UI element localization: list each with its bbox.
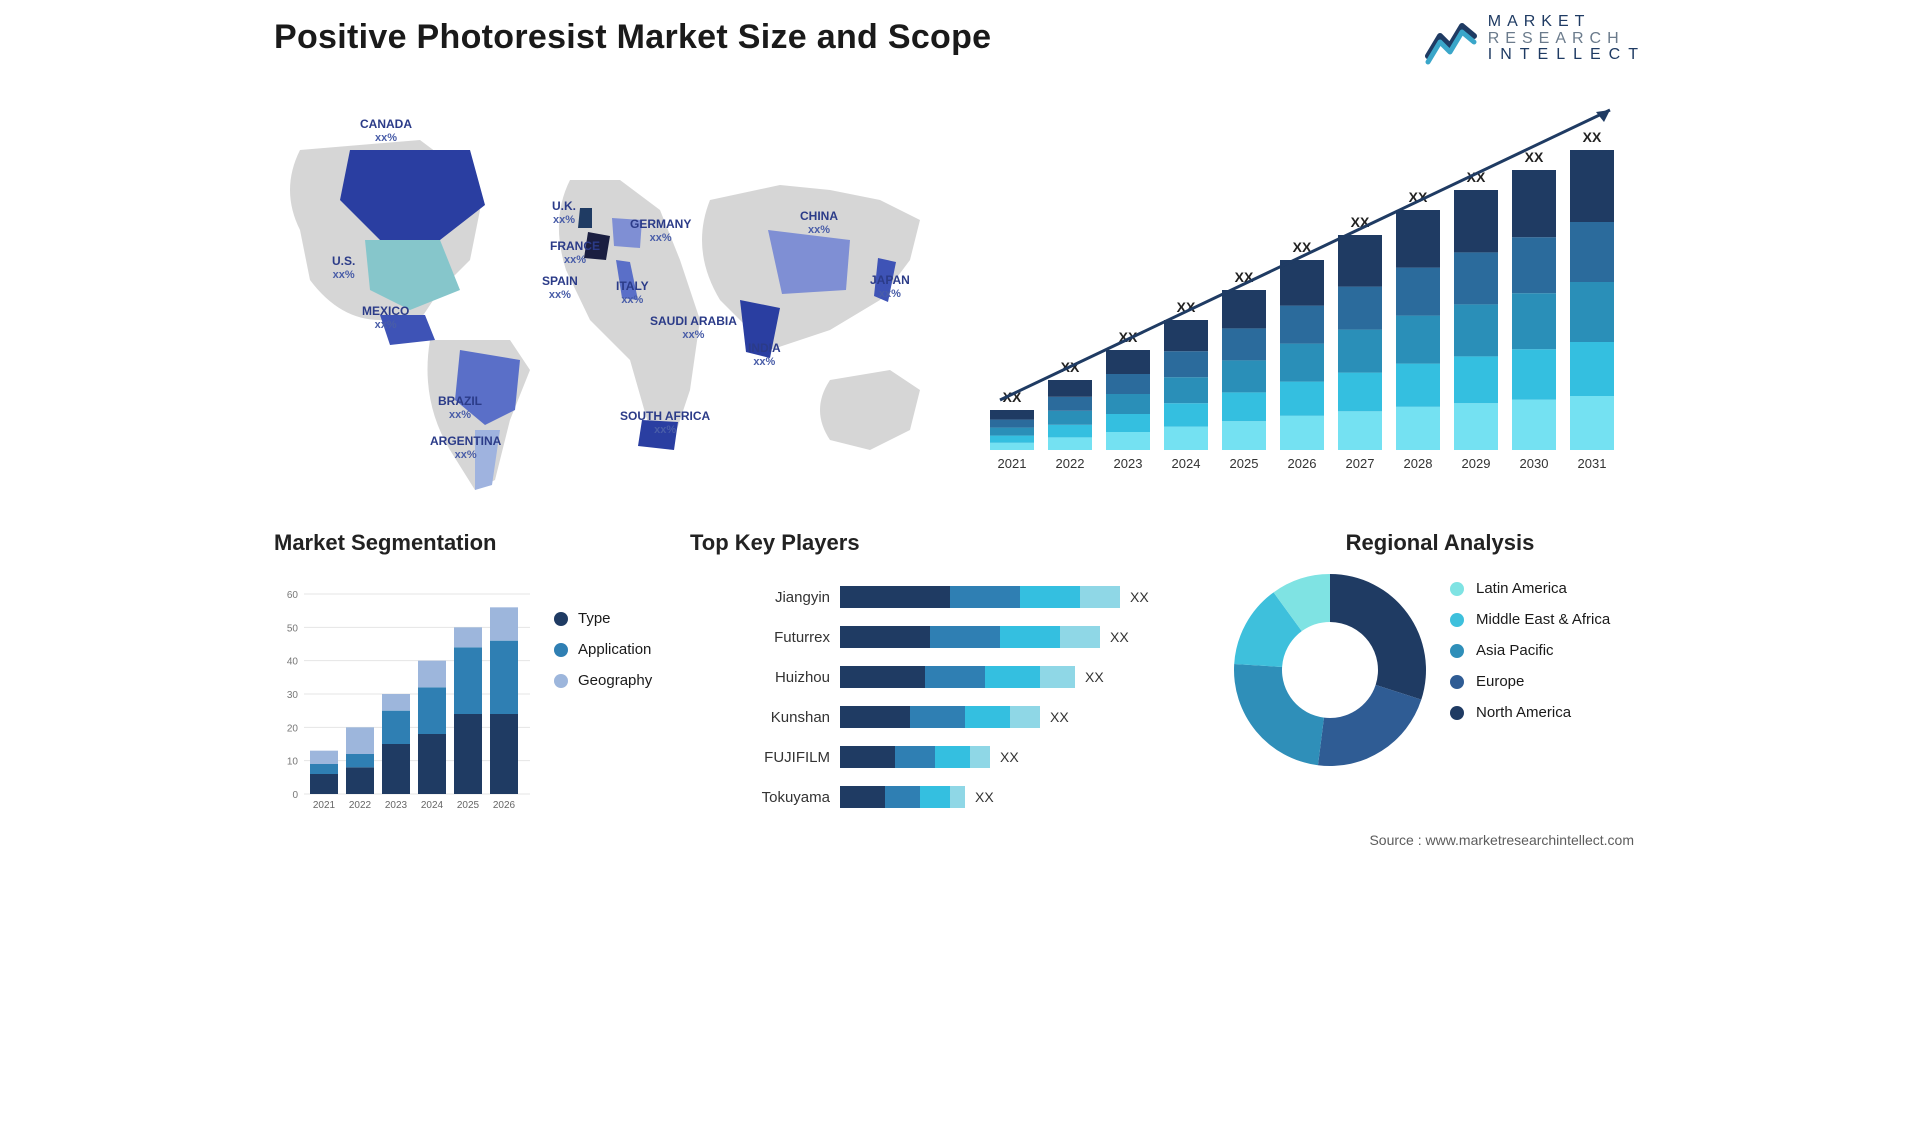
svg-text:2027: 2027	[1346, 456, 1375, 471]
key-player-value: XX	[1050, 709, 1069, 725]
regional-legend-item: Asia Pacific	[1450, 642, 1610, 659]
svg-text:2024: 2024	[421, 800, 444, 811]
key-player-value: XX	[1085, 669, 1104, 685]
world-map-svg	[270, 90, 950, 510]
key-player-bar	[840, 706, 1040, 728]
segmentation-legend-item: Application	[554, 641, 652, 658]
growth-chart: XX2021XX2022XX2023XX2024XX2025XX2026XX20…	[970, 100, 1640, 480]
key-player-value: XX	[1130, 589, 1149, 605]
key-player-bar	[840, 786, 965, 808]
key-player-row: FUJIFILM XX	[690, 740, 1210, 774]
map-callout: U.K.xx%	[552, 200, 576, 226]
map-callout: GERMANYxx%	[630, 218, 691, 244]
key-player-label: Tokuyama	[690, 789, 840, 806]
map-callout: FRANCExx%	[550, 240, 600, 266]
key-player-row: Tokuyama XX	[690, 780, 1210, 814]
regional-legend-item: Europe	[1450, 673, 1610, 690]
logo-line2: RESEARCH	[1488, 31, 1646, 48]
logo-line1: MARKET	[1488, 14, 1646, 31]
key-player-label: FUJIFILM	[690, 749, 840, 766]
svg-text:2026: 2026	[1288, 456, 1317, 471]
svg-text:50: 50	[287, 623, 299, 634]
map-callout: BRAZILxx%	[438, 395, 482, 421]
svg-text:20: 20	[287, 723, 299, 734]
key-player-row: Huizhou XX	[690, 660, 1210, 694]
svg-text:2022: 2022	[1056, 456, 1085, 471]
segmentation-title: Market Segmentation	[274, 530, 674, 556]
key-player-bar	[840, 626, 1100, 648]
map-callout: JAPANxx%	[870, 274, 910, 300]
key-player-label: Jiangyin	[690, 589, 840, 606]
svg-text:2023: 2023	[385, 800, 408, 811]
regional-legend-item: North America	[1450, 704, 1610, 721]
svg-text:2028: 2028	[1404, 456, 1433, 471]
segmentation-legend-item: Geography	[554, 672, 652, 689]
regional-legend-item: Middle East & Africa	[1450, 611, 1610, 628]
top-key-players-panel: Top Key Players JiangyinXXFuturrexXXHuiz…	[690, 530, 1210, 830]
svg-text:XX: XX	[1583, 129, 1602, 145]
svg-text:40: 40	[287, 657, 299, 668]
regional-donut	[1230, 570, 1430, 770]
map-callout: ARGENTINAxx%	[430, 435, 501, 461]
svg-text:2025: 2025	[1230, 456, 1259, 471]
svg-text:2024: 2024	[1172, 456, 1201, 471]
world-map: CANADAxx% U.S.xx% MEXICOxx% BRAZILxx% ARGENT…	[270, 90, 950, 510]
svg-text:2021: 2021	[998, 456, 1027, 471]
map-callout: ITALYxx%	[616, 280, 649, 306]
segmentation-panel: Market Segmentation 0 10 20 30 40 50 60 2021 202…	[274, 530, 674, 830]
segmentation-chart: 0 10 20 30 40 50 60 2021 2022 2023 2024 2025 2026	[274, 576, 534, 816]
svg-text:2030: 2030	[1520, 456, 1549, 471]
key-player-label: Huizhou	[690, 669, 840, 686]
page-root: Positive Photoresist Market Size and Sco…	[240, 0, 1680, 860]
key-player-bar	[840, 746, 990, 768]
key-player-bar	[840, 586, 1120, 608]
map-callout: CANADAxx%	[360, 118, 412, 144]
segmentation-legend-item: Type	[554, 610, 652, 627]
map-callout: SPAINxx%	[542, 275, 578, 301]
svg-text:60: 60	[287, 590, 299, 601]
logo-mark-icon	[1424, 12, 1478, 66]
svg-text:30: 30	[287, 690, 299, 701]
logo-line3: INTELLECT	[1488, 47, 1646, 64]
segmentation-legend: Type Application Geography	[554, 610, 652, 703]
regional-legend: Latin America Middle East & Africa Asia Pa…	[1450, 580, 1610, 735]
svg-text:2022: 2022	[349, 800, 372, 811]
key-player-value: XX	[1000, 749, 1019, 765]
svg-text:2023: 2023	[1114, 456, 1143, 471]
regional-legend-item: Latin America	[1450, 580, 1610, 597]
svg-text:10: 10	[287, 757, 299, 768]
svg-text:0: 0	[292, 790, 298, 801]
svg-text:2025: 2025	[457, 800, 480, 811]
map-callout: MEXICOxx%	[362, 305, 409, 331]
page-title: Positive Photoresist Market Size and Sco…	[274, 18, 991, 57]
regional-title: Regional Analysis	[1230, 530, 1650, 556]
top-key-players-list: JiangyinXXFuturrexXXHuizhouXXKunshanXXFU…	[690, 580, 1210, 820]
growth-chart-svg: XX2021XX2022XX2023XX2024XX2025XX2026XX20…	[970, 100, 1640, 480]
svg-text:2031: 2031	[1578, 456, 1607, 471]
top-key-players-title: Top Key Players	[690, 530, 1210, 556]
key-player-row: Jiangyin XX	[690, 580, 1210, 614]
source-line: Source : www.marketresearchintellect.com	[1369, 832, 1634, 848]
key-player-value: XX	[975, 789, 994, 805]
key-player-label: Kunshan	[690, 709, 840, 726]
key-player-value: XX	[1110, 629, 1129, 645]
key-player-row: Futurrex XX	[690, 620, 1210, 654]
map-callout: CHINAxx%	[800, 210, 838, 236]
svg-text:XX: XX	[1525, 149, 1544, 165]
brand-logo: MARKET RESEARCH INTELLECT	[1424, 12, 1646, 66]
key-player-row: Kunshan XX	[690, 700, 1210, 734]
map-callout: SOUTH AFRICAxx%	[620, 410, 710, 436]
logo-text: MARKET RESEARCH INTELLECT	[1488, 14, 1646, 64]
svg-text:2021: 2021	[313, 800, 336, 811]
map-callout: INDIAxx%	[748, 342, 781, 368]
key-player-bar	[840, 666, 1075, 688]
map-callout: U.S.xx%	[332, 255, 355, 281]
regional-panel: Regional Analysis Latin America Middle Ea…	[1230, 530, 1650, 830]
svg-text:2029: 2029	[1462, 456, 1491, 471]
map-callout: SAUDI ARABIAxx%	[650, 315, 737, 341]
svg-text:2026: 2026	[493, 800, 516, 811]
key-player-label: Futurrex	[690, 629, 840, 646]
